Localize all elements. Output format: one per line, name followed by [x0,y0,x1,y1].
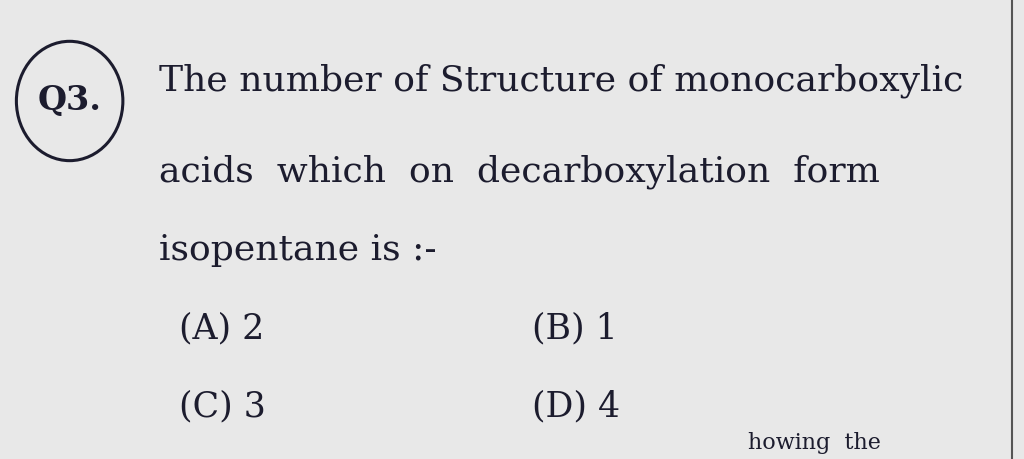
Text: howing  the: howing the [748,432,881,454]
Text: Q3.: Q3. [38,84,101,118]
Text: The number of Structure of monocarboxylic: The number of Structure of monocarboxyli… [159,63,964,98]
Text: isopentane is :-: isopentane is :- [159,233,436,267]
Text: acids  which  on  decarboxylation  form: acids which on decarboxylation form [159,155,880,190]
Text: (D) 4: (D) 4 [532,389,621,423]
Text: (A) 2: (A) 2 [179,311,264,345]
Text: (B) 1: (B) 1 [532,311,618,345]
Text: (C) 3: (C) 3 [179,389,266,423]
